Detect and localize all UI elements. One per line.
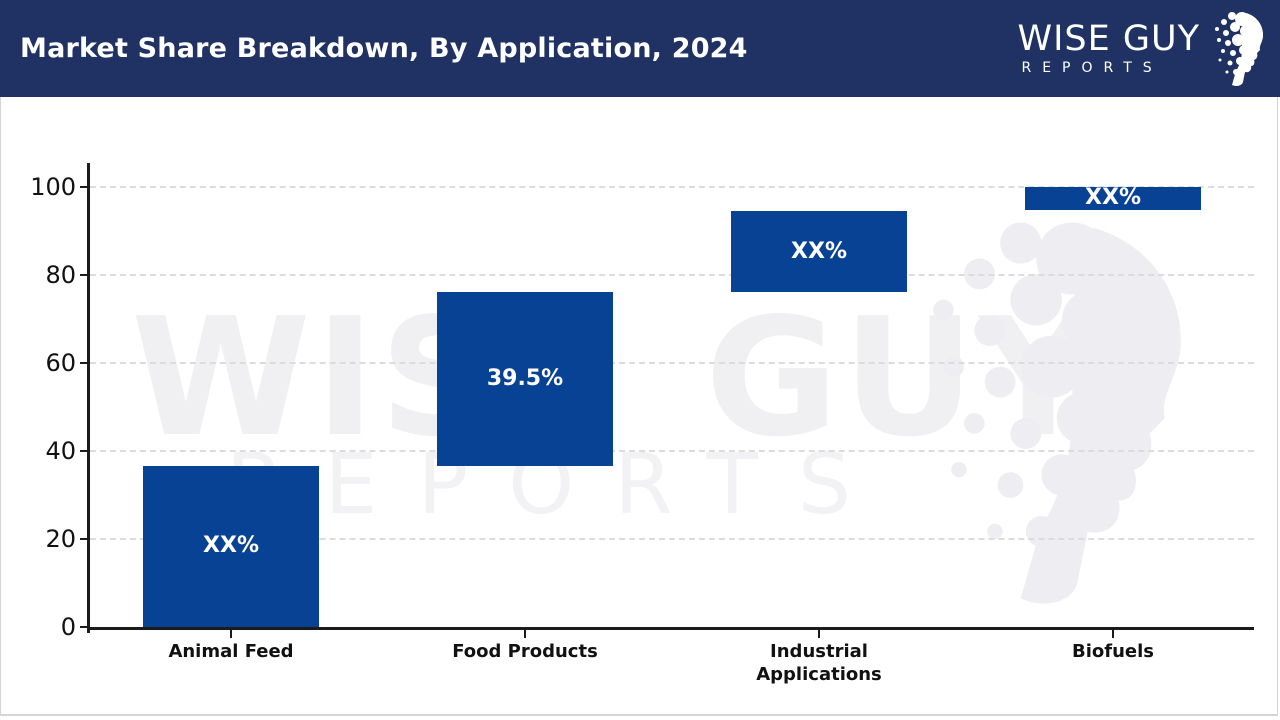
gridline [90,449,1254,452]
y-tick-mark [80,449,90,452]
y-tick-label: 0 [60,613,76,641]
bar-biofuels: XX% [1025,187,1201,210]
logo-wiseguy-label: WISE GUY [1017,19,1200,59]
x-tick-mark [1112,630,1114,638]
chart-region: WISE GUY REPORTS [0,97,1278,716]
bar-animal-feed: XX% [143,465,319,627]
x-tick-mark [230,630,232,638]
wiseguy-logo: WISE GUY REPORTS [1017,9,1266,89]
x-tick-mark [818,630,820,638]
y-tick-mark [80,273,90,276]
y-tick-mark [80,626,90,628]
x-category-label-animal-feed: Animal Feed [168,641,294,662]
wiseguy-logo-text: WISE GUY REPORTS [1017,19,1200,76]
logo-reports-label: REPORTS [1021,60,1163,76]
x-category-label-industrial-applications: Industrial Applications [756,641,882,685]
gridline [90,273,1254,276]
y-tick-mark [80,537,90,540]
report-header: Market Share Breakdown, By Application, … [0,0,1280,97]
y-tick-label: 60 [45,348,76,377]
y-tick-label: 20 [45,524,76,553]
gridline [90,185,1254,188]
gridline [90,361,1254,364]
bar-value-label: XX% [203,533,259,559]
bar-food-products: 39.5% [437,292,613,466]
y-tick-label: 40 [45,436,76,465]
x-category-label-biofuels: Biofuels [1072,641,1154,662]
bar-value-label: 39.5% [486,365,564,391]
x-category-label-food-products: Food Products [452,641,598,662]
gridline [90,537,1254,540]
wiseguy-head-icon [1215,11,1264,86]
y-tick-mark [80,361,90,364]
bar-industrial-applications: XX% [731,211,907,292]
plot-area: 0 20 40 60 80 100 XX% Animal Feed 39.5% Food Prod… [30,163,1254,685]
y-tick-label: 80 [45,260,76,289]
y-axis-line [87,163,90,633]
x-axis-line [87,627,1254,630]
chart-title: Market Share Breakdown, By Application, … [20,33,748,64]
bar-value-label: XX% [1085,185,1141,211]
bar-value-label: XX% [791,238,847,264]
y-tick-mark [80,185,90,188]
y-tick-label: 100 [30,172,76,201]
x-tick-mark [524,630,526,638]
